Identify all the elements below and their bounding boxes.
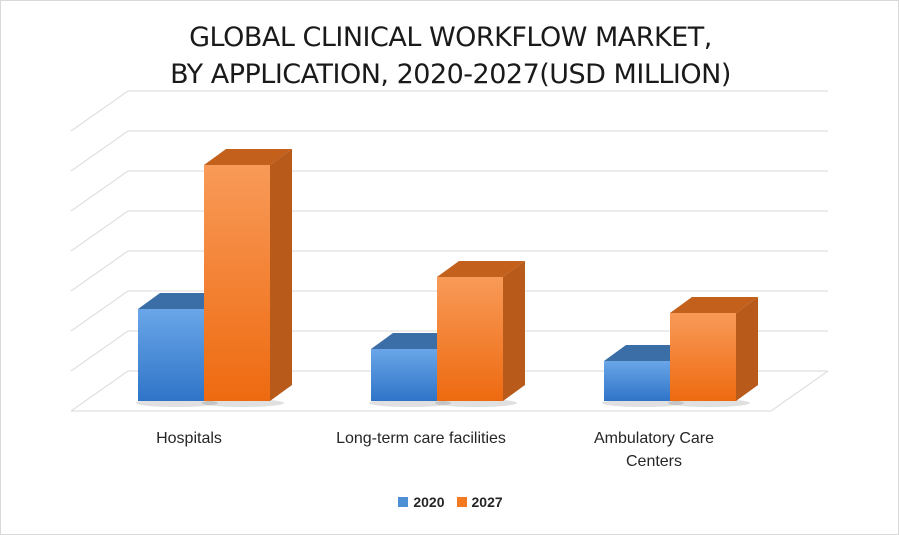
gridline-side [70,90,129,132]
bars [136,149,758,407]
category-label-line: Ambulatory Care [594,430,714,447]
bar-ambulatory-care-centers-2027 [668,297,758,407]
chart-title-line-2: BY APPLICATION, 2020-2027(USD MILLION) [170,59,731,90]
gridline-side [70,130,129,172]
gridline-side [70,170,129,212]
chart-title: GLOBAL CLINICAL WORKFLOW MARKET, BY APPL… [1,19,898,93]
category-label-line: Hospitals [156,430,222,447]
category-labels: Hospitals Long-term care facilities Ambula… [156,430,714,470]
legend: 2020 2027 [1,494,898,510]
bar-top-face [437,261,525,277]
gridline-side [70,210,129,252]
gridline-side [70,250,129,292]
bar-side-face [270,149,292,401]
category-label-line: Long-term care facilities [336,430,506,447]
legend-label-2020: 2020 [413,494,445,510]
floor-right-edge [770,370,829,412]
legend-swatch-2027 [456,497,467,507]
bar-top-face [204,149,292,165]
chart-title-line-1: GLOBAL CLINICAL WORKFLOW MARKET, [189,22,712,53]
gridline-side [70,370,129,412]
category-label-line: Centers [626,453,682,470]
legend-label-2027: 2027 [471,494,503,510]
category-label: Long-term care facilities [336,430,506,447]
gridline-side [70,290,129,332]
bar-front-face [604,361,670,401]
legend-item-2020: 2020 [398,494,445,510]
category-label: Ambulatory Care Centers [594,430,714,470]
bar-side-face [736,297,758,401]
bar-long-term-care-facilities-2027 [435,261,525,407]
bar-side-face [503,261,525,401]
bar-front-face [670,313,736,401]
bar-front-face [371,349,437,401]
bar-front-face [138,309,204,401]
bar-front-face [204,165,270,401]
bar-top-face [670,297,758,313]
bar-front-face [437,277,503,401]
category-label: Hospitals [156,430,222,447]
bar-hospitals-2027 [202,149,292,407]
gridline-side [70,330,129,372]
legend-swatch-2020 [398,497,409,507]
legend-item-2027: 2027 [456,494,503,510]
